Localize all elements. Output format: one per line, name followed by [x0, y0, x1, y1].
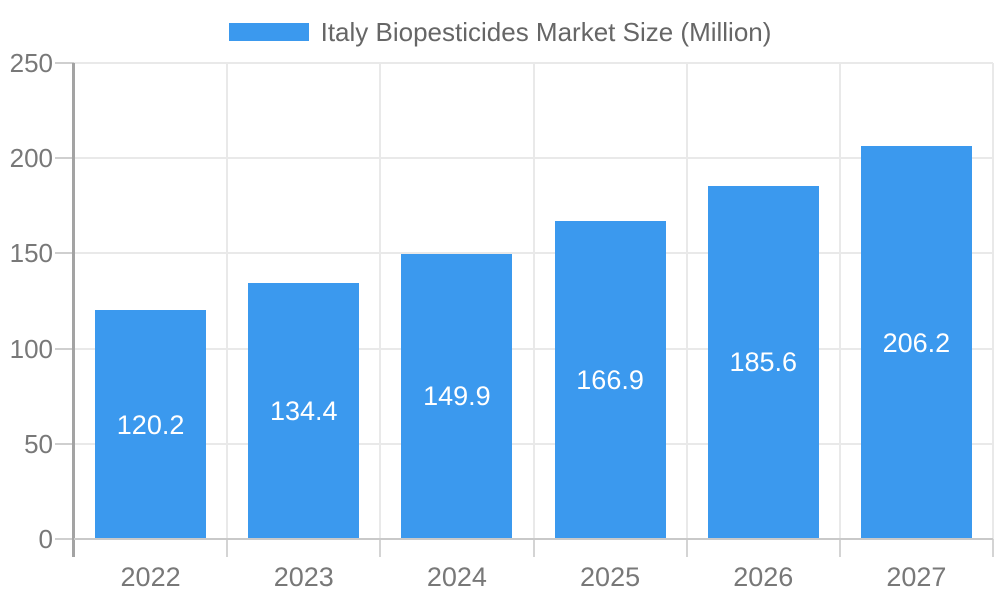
x-axis-tick: [838, 539, 841, 557]
y-axis-label: 150: [9, 238, 53, 269]
bar-value-label: 149.9: [423, 381, 491, 412]
x-axis-label: 2025: [580, 562, 641, 592]
x-axis-label: 2024: [426, 562, 487, 592]
y-axis-label: 200: [9, 143, 53, 174]
x-axis-tick: [379, 539, 382, 557]
x-axis-tick: [532, 539, 535, 557]
legend-item[interactable]: Italy Biopesticides Market Size (Million…: [0, 16, 1000, 48]
y-axis-label: 50: [24, 428, 53, 459]
category-gridline: [379, 63, 382, 539]
y-axis-tick: [55, 347, 74, 350]
bar-value-label: 134.4: [269, 396, 338, 427]
bar-2026: [707, 185, 819, 539]
category-gridline: [685, 63, 688, 539]
y-axis-tick: [55, 62, 74, 64]
legend-swatch-icon: [228, 23, 309, 41]
y-axis-label: 250: [9, 48, 53, 78]
bar-value-label: 206.2: [882, 327, 951, 358]
y-axis-tick: [55, 252, 74, 255]
x-axis-tick: [685, 539, 688, 557]
x-axis-line: [74, 538, 993, 540]
x-axis-label: 2022: [120, 562, 181, 592]
bar-value-label: 185.6: [729, 347, 798, 378]
category-gridline: [532, 63, 535, 539]
y-axis-label: 100: [9, 333, 53, 364]
category-gridline: [992, 63, 994, 539]
bar-2023: [248, 283, 360, 539]
y-axis-tick: [55, 538, 74, 540]
x-axis-tick: [226, 539, 229, 557]
y-axis-label: 0: [38, 524, 53, 554]
x-axis-tick: [992, 539, 994, 557]
bar-2025: [554, 221, 666, 539]
y-axis-tick: [55, 157, 74, 160]
bar-2024: [401, 253, 513, 539]
x-axis-label: 2026: [733, 562, 794, 592]
bar-2027: [860, 146, 972, 539]
category-gridline: [226, 63, 229, 539]
bar-2022: [95, 310, 207, 539]
x-axis-label: 2027: [886, 562, 947, 592]
bar-value-label: 166.9: [576, 365, 644, 396]
y-axis-tick: [55, 442, 74, 445]
x-axis-label: 2023: [273, 562, 334, 592]
y-axis-line: [72, 63, 75, 557]
bar-value-label: 120.2: [116, 409, 185, 440]
legend-label: Italy Biopesticides Market Size (Million…: [320, 16, 772, 47]
category-gridline: [838, 63, 841, 539]
